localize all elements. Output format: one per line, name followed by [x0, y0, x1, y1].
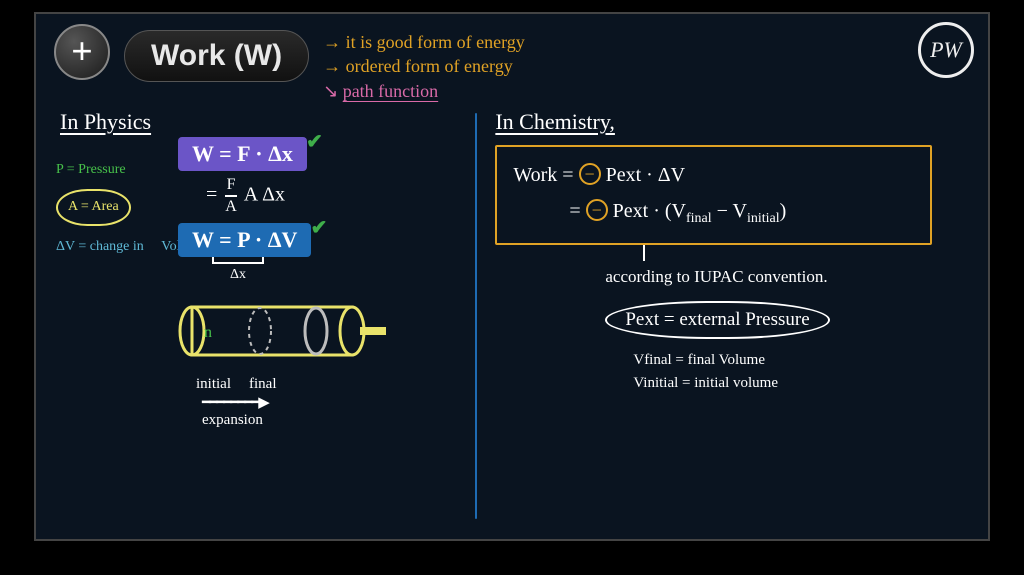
title-pill: Work (W): [124, 30, 309, 82]
iupac-note: according to IUPAC convention.: [605, 267, 970, 287]
pext-definition: Pext = external Pressure: [495, 287, 970, 339]
label-initial: initial: [196, 376, 231, 393]
equation-stack: W = F · Δx ✔ = F A A Δx W = P · ΔV: [178, 137, 475, 283]
svg-text:n: n: [204, 324, 212, 341]
dx-bracket: Δx: [208, 255, 268, 283]
annot-area: A = Area: [56, 183, 205, 226]
eq-w-fdx: W = F · Δx ✔: [178, 137, 475, 171]
chemistry-column: In Chemistry, Work = − Pext · ΔV = − Pex…: [475, 109, 970, 529]
header: + Work (W) → it is good form of energy →…: [54, 24, 970, 103]
note-path-function: ↘ path function: [323, 79, 525, 103]
vinitial-def: Vinitial = initial volume: [633, 372, 970, 395]
content-columns: In Physics P = Pressure A = Area ΔV = ch…: [54, 109, 970, 529]
header-notes: → it is good form of energy → ordered fo…: [323, 30, 525, 103]
note-ordered-form: → ordered form of energy: [323, 54, 525, 78]
work-formula-box: Work = − Pext · ΔV = − Pext · (Vfinal − …: [495, 145, 932, 245]
note-energy-form: → it is good form of energy: [323, 30, 525, 54]
eq-w-pdv: W = P · ΔV ✔: [178, 223, 475, 257]
physics-column: In Physics P = Pressure A = Area ΔV = ch…: [54, 109, 475, 529]
minus-sign-icon: −: [579, 163, 601, 185]
expansion-arrow: ━━━━━━━━▶ expansion: [202, 393, 475, 429]
tick-icon: ✔: [306, 129, 323, 154]
cylinder-labels: initial final: [196, 376, 475, 393]
vfinal-def: Vfinal = final Volume: [633, 349, 970, 372]
blackboard-screen: + Work (W) → it is good form of energy →…: [34, 12, 990, 541]
minus-sign-icon: −: [586, 199, 608, 221]
piston-cylinder-diagram: n: [174, 293, 475, 376]
pw-logo-icon: PW: [918, 22, 974, 78]
label-final: final: [249, 376, 277, 393]
work-line2: = − Pext · (Vfinal − Vinitial): [569, 193, 914, 231]
tick-icon: ✔: [311, 215, 328, 240]
work-line1: Work = − Pext · ΔV: [513, 157, 914, 193]
volume-definitions: Vfinal = final Volume Vinitial = initial…: [633, 349, 970, 394]
physics-title: In Physics: [60, 109, 475, 135]
chemistry-title: In Chemistry,: [495, 109, 970, 135]
plus-icon: +: [54, 24, 110, 80]
eq-fa-adx: = F A A Δx: [206, 177, 475, 215]
column-divider: [475, 113, 477, 519]
connector-line: [643, 245, 645, 261]
